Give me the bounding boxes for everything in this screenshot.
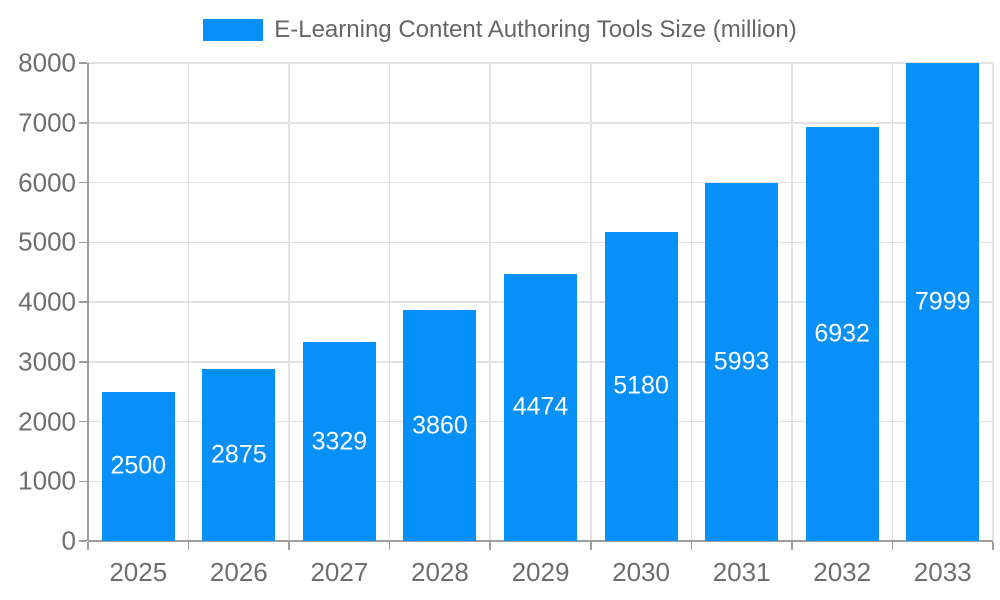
- x-axis-tick-label: 2029: [511, 557, 570, 587]
- x-axis-tick-label: 2026: [209, 557, 268, 587]
- y-axis-tick: [79, 181, 87, 184]
- bar-value-label: 7999: [914, 287, 971, 316]
- bar-value-label: 6932: [814, 319, 870, 348]
- y-axis-tick: [79, 122, 87, 124]
- x-axis-tick: [690, 542, 693, 550]
- bar-value-label: 2500: [110, 451, 167, 480]
- gridline-vertical: [489, 63, 491, 541]
- chart-legend[interactable]: E-Learning Content Authoring Tools Size …: [0, 16, 1000, 44]
- gridline-horizontal: [88, 241, 993, 243]
- bar: 3329: [302, 342, 376, 541]
- x-axis-tick: [489, 542, 491, 550]
- y-axis-tick-label: 3000: [18, 346, 76, 377]
- plot-area: 0 1000 2000 3000 4000 5000 6000 7000 8000 2025 202…: [18, 48, 994, 587]
- x-axis-line: [88, 540, 993, 542]
- x-axis-tick-label: 2025: [109, 557, 168, 587]
- bar: 6932: [805, 126, 879, 541]
- y-axis-tick: [79, 420, 87, 423]
- bar-value-label: 3329: [311, 427, 368, 456]
- y-axis-tick-label: 2000: [18, 406, 76, 436]
- x-axis-tick: [590, 542, 592, 550]
- bar: 7999: [906, 63, 980, 541]
- y-axis-tick-label: 7000: [18, 107, 76, 138]
- gridline-vertical: [388, 63, 391, 541]
- bar-value-label: 3860: [412, 411, 468, 440]
- y-axis-tick-label: 1000: [18, 465, 76, 496]
- x-axis-tick: [288, 542, 290, 550]
- x-axis-tick-label: 2033: [913, 557, 972, 587]
- x-axis-tick: [187, 542, 190, 550]
- legend-label: E-Learning Content Authoring Tools Size …: [274, 16, 797, 43]
- y-axis-tick: [79, 62, 87, 64]
- bar: 4474: [504, 273, 577, 541]
- x-axis-tick-label: 2030: [612, 557, 670, 587]
- y-axis-tick: [79, 480, 87, 482]
- y-axis-tick: [79, 361, 87, 363]
- x-axis-tick: [791, 542, 793, 550]
- bar-value-label: 5993: [713, 347, 770, 376]
- bar: 2500: [101, 391, 175, 541]
- x-axis-tick-label: 2027: [310, 557, 369, 587]
- y-axis-tick-label: 8000: [18, 47, 76, 78]
- gridline-horizontal: [88, 181, 993, 184]
- legend-swatch: [203, 19, 264, 41]
- gridline-vertical: [590, 63, 592, 541]
- x-axis-tick: [891, 542, 894, 550]
- y-axis-tick-label: 6000: [18, 167, 76, 197]
- bar: 5993: [705, 182, 779, 541]
- x-axis-tick: [87, 542, 89, 550]
- y-axis-tick-label: 4000: [18, 286, 76, 317]
- gridline-vertical: [187, 63, 190, 541]
- y-axis-tick: [79, 241, 87, 243]
- bar-value-label: 4474: [512, 392, 569, 421]
- bar: 2875: [202, 369, 276, 541]
- gridline-horizontal: [88, 62, 993, 64]
- y-axis-tick: [79, 301, 87, 303]
- gridline-vertical: [891, 63, 894, 541]
- x-axis-tick-label: 2032: [813, 557, 872, 587]
- bar: 3860: [403, 310, 477, 541]
- y-axis-tick-label: 5000: [18, 226, 76, 257]
- x-axis-tick: [992, 542, 994, 550]
- gridline-vertical: [690, 63, 693, 541]
- bar-value-label: 2875: [211, 440, 267, 469]
- x-axis-tick-label: 2031: [712, 557, 771, 587]
- x-axis-tick: [388, 542, 391, 550]
- gridline-vertical: [992, 63, 994, 541]
- bar-value-label: 5180: [613, 371, 669, 400]
- x-axis-tick-label: 2028: [411, 557, 469, 587]
- y-axis-tick-label: 0: [61, 525, 76, 556]
- gridline-vertical: [288, 63, 290, 541]
- y-axis-tick: [79, 540, 87, 542]
- y-axis-line: [87, 63, 89, 541]
- gridline-vertical: [791, 63, 793, 541]
- bar: 5180: [604, 231, 678, 541]
- gridline-horizontal: [88, 122, 993, 124]
